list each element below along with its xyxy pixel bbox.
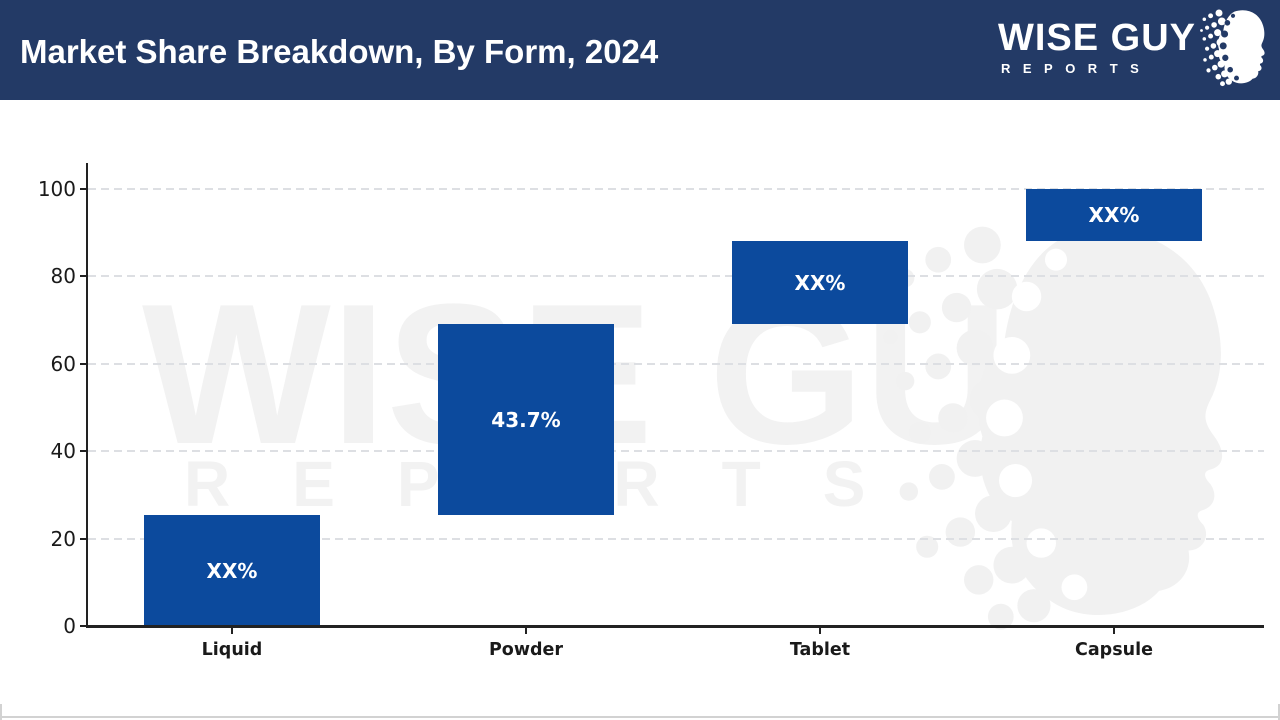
brand-subtext: REPORTS: [1000, 61, 1152, 76]
y-tick-label: 40: [50, 439, 76, 464]
gridline: [88, 362, 1264, 365]
bar-label: XX%: [794, 270, 846, 295]
bar-label: XX%: [206, 558, 258, 583]
gridline: [88, 187, 1264, 190]
y-axis-tick: [80, 450, 87, 453]
gridline: [88, 537, 1264, 540]
y-axis-tick: [80, 275, 87, 278]
x-tick-label: Powder: [488, 640, 564, 660]
y-tick-label: 80: [50, 264, 76, 289]
y-axis-tick: [80, 362, 87, 365]
y-axis-tick: [80, 187, 87, 190]
x-axis-tick: [1113, 626, 1115, 634]
page-title: Market Share Breakdown, By Form, 2024: [20, 33, 659, 70]
y-axis-line: [86, 163, 88, 628]
y-tick-label: 60: [50, 351, 76, 376]
x-axis-tick: [525, 626, 527, 634]
bar-label: 43.7%: [491, 407, 561, 432]
bar-label: XX%: [1088, 203, 1140, 228]
y-axis-tick: [80, 625, 87, 627]
bar-liquid: [144, 515, 320, 626]
bar-capsule: [1026, 188, 1202, 242]
brand-wordmark: WISE GUY: [997, 17, 1196, 59]
x-axis-tick: [819, 626, 821, 634]
y-tick-label: 20: [50, 526, 76, 551]
brand-logo: WISE GUY REPORTS: [998, 4, 1266, 96]
y-axis-tick: [80, 537, 87, 540]
y-tick-label: 100: [37, 176, 76, 201]
bar-powder: [438, 324, 614, 516]
bottom-frame: [0, 704, 1280, 720]
header-bar: Market Share Breakdown, By Form, 2024 WI…: [0, 0, 1280, 100]
gridline: [88, 275, 1264, 278]
x-tick-label: Capsule: [1075, 640, 1153, 660]
x-axis-line: [86, 624, 1264, 628]
x-tick-label: Tablet: [789, 640, 851, 660]
y-tick-label: 0: [63, 614, 76, 638]
brand-wordmark-block: WISE GUY REPORTS: [998, 18, 1196, 76]
x-axis-tick: [231, 626, 233, 634]
x-tick-label: Liquid: [201, 640, 263, 660]
head-logo-icon: [1200, 9, 1265, 87]
gridline: [88, 450, 1264, 453]
watermark-head-icon: [883, 226, 1223, 630]
bar-tablet: [732, 241, 908, 325]
bottom-divider: [0, 716, 1280, 718]
